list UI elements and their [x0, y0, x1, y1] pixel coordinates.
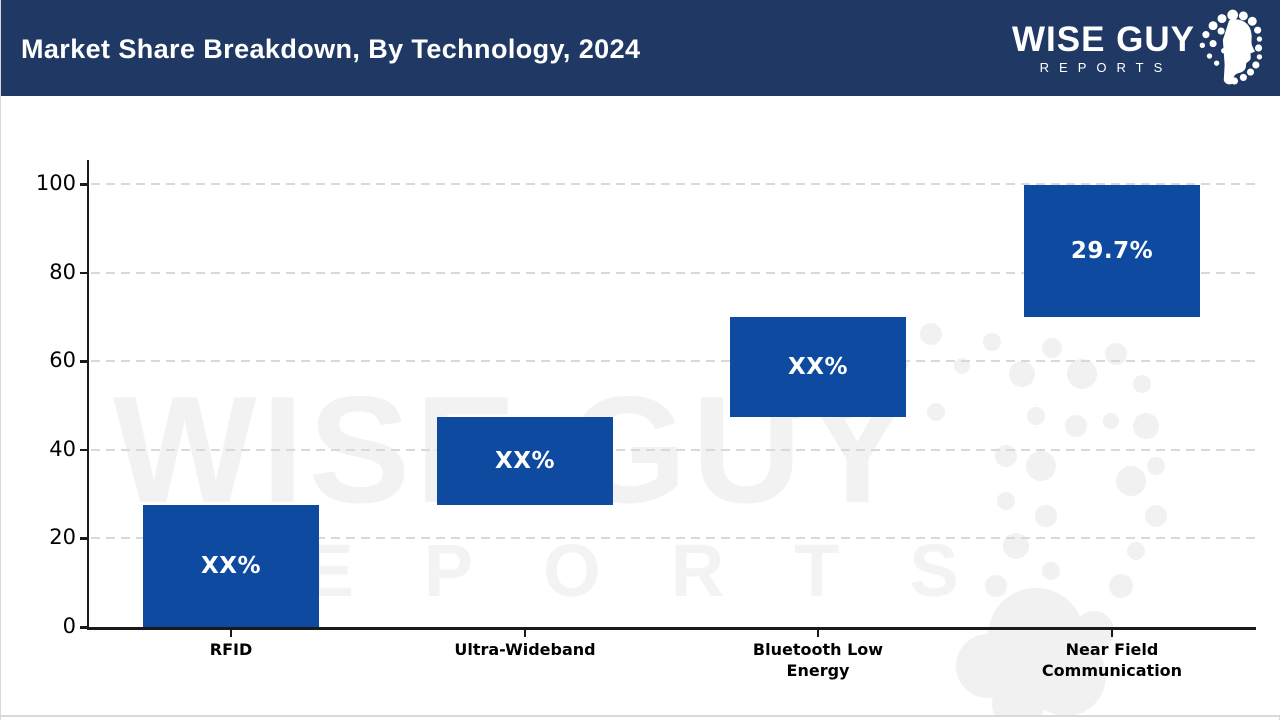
page-bottom-border [1, 715, 1280, 717]
x-tick-mark-4 [1111, 629, 1113, 637]
page-title: Market Share Breakdown, By Technology, 2… [21, 33, 641, 64]
gridline-20 [91, 537, 1256, 540]
x-category-label-2: Ultra-Wideband [454, 640, 596, 659]
y-tick-label-60: 60 [49, 348, 76, 373]
x-category-label-4: Near Field Communication [1041, 640, 1183, 680]
x-axis-spine [86, 627, 1256, 630]
bar-value-label: XX% [787, 353, 848, 380]
gridline-40 [91, 448, 1256, 451]
y-tick-label-40: 40 [49, 436, 76, 461]
header-bar: Market Share Breakdown, By Technology, 2… [1, 0, 1280, 96]
wiseguy-face-dots-icon [1199, 9, 1263, 85]
y-tick-mark-60 [80, 360, 89, 363]
y-tick-mark-100 [80, 183, 89, 186]
y-axis-spine [86, 160, 89, 627]
logo-subtext: REPORTS [1039, 60, 1173, 75]
y-tick-label-0: 0 [62, 614, 76, 639]
gridline-60 [91, 360, 1256, 363]
y-tick-label-100: 100 [35, 171, 76, 196]
logo-wordmark: WISE GUY [1011, 20, 1195, 59]
y-tick-mark-0 [80, 626, 89, 629]
y-tick-mark-40 [80, 448, 89, 452]
x-category-label-3: Bluetooth Low Energy [752, 640, 884, 680]
x-tick-mark-2 [524, 629, 526, 637]
bar-segment-1: XX% [143, 504, 319, 627]
x-tick-mark-1 [230, 629, 232, 637]
y-tick-label-80: 80 [49, 259, 76, 284]
gridline-80 [91, 271, 1256, 274]
y-tick-mark-80 [80, 271, 89, 275]
bar-value-label: XX% [200, 552, 261, 579]
bar-value-label: 29.7% [1070, 238, 1154, 265]
bar-segment-3: XX% [730, 316, 906, 417]
y-tick-label-20: 20 [49, 525, 76, 550]
wiseguy-logo: WISE GUY REPORTS [1012, 6, 1263, 90]
chart-area: WISE GUY REPORTS 0 20 40 60 80 100 XX% RFID XX% U… [1, 96, 1280, 716]
gridline-100 [91, 183, 1256, 185]
bar-segment-4: 29.7% [1024, 185, 1200, 317]
bar-segment-2: XX% [437, 417, 613, 505]
x-category-label-1: RFID [209, 640, 253, 659]
y-tick-mark-20 [80, 537, 89, 540]
logo-wordmark-block: WISE GUY REPORTS [1012, 22, 1195, 74]
x-tick-mark-3 [817, 629, 819, 637]
bar-value-label: XX% [494, 447, 555, 474]
